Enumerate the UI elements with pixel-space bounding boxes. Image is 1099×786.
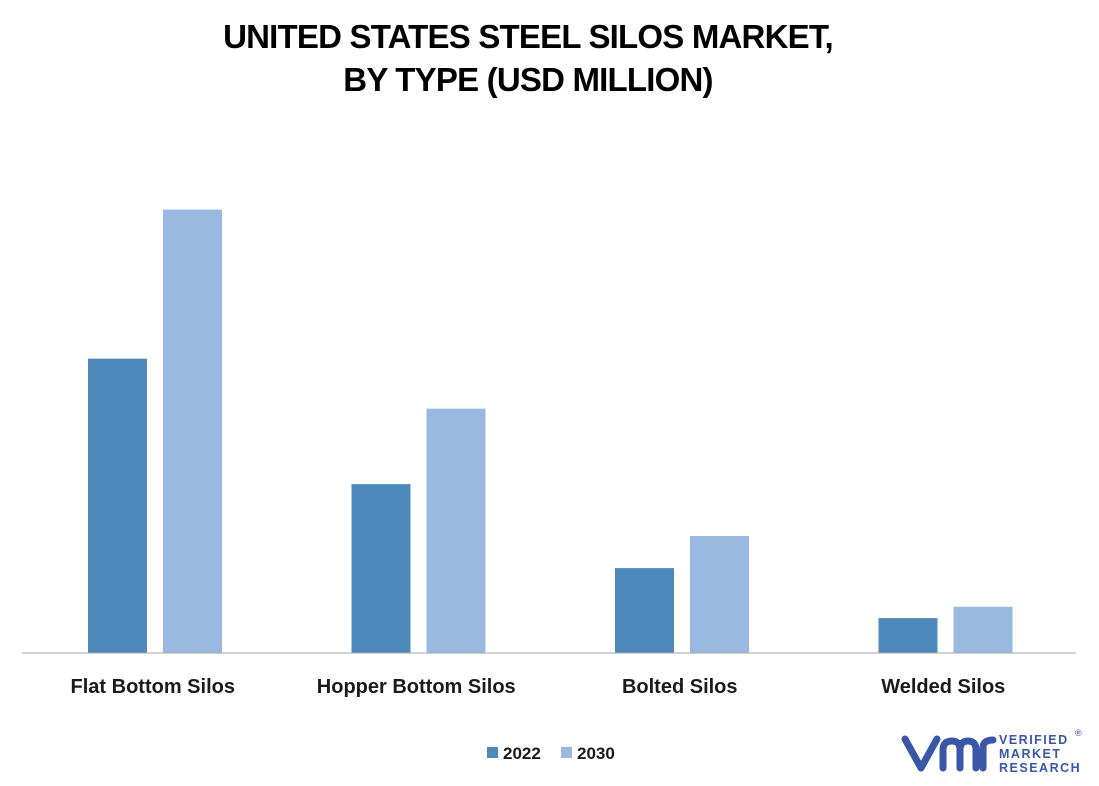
legend-swatch-2030: [561, 747, 572, 758]
bar-hopper-bottom-silos-2030: [426, 408, 486, 653]
logo-line-research: RESEARCH: [999, 761, 1081, 775]
bar-flat-bottom-silos-2022: [88, 358, 147, 653]
vmr-logo-icon: [901, 735, 997, 772]
bar-welded-silos-2022: [878, 618, 938, 653]
logo-line-verified: VERIFIED: [999, 733, 1069, 747]
logo-registered-mark: ®: [1075, 728, 1082, 738]
legend-swatch-2022: [487, 747, 498, 758]
bar-bolted-silos-2022: [615, 568, 674, 653]
chart-title: UNITED STATES STEEL SILOS MARKET, BY TYP…: [223, 18, 834, 98]
category-labels: Flat Bottom Silos Hopper Bottom Silos Bolt…: [71, 676, 1006, 698]
logo-line-market: MARKET: [999, 747, 1061, 761]
category-label: Bolted Silos: [622, 676, 738, 698]
bar-bolted-silos-2030: [690, 536, 749, 653]
category-label: Welded Silos: [881, 676, 1005, 698]
bar-flat-bottom-silos-2030: [163, 209, 222, 654]
category-label: Flat Bottom Silos: [71, 676, 235, 698]
vmr-logo: VERIFIED MARKET RESEARCH ®: [901, 728, 1082, 775]
legend-label-2030: 2030: [577, 744, 615, 763]
legend-label-2022: 2022: [503, 744, 541, 763]
chart-title-line-2: BY TYPE (USD MILLION): [343, 61, 712, 98]
category-label: Hopper Bottom Silos: [317, 676, 516, 698]
bar-welded-silos-2030: [953, 606, 1013, 653]
bar-hopper-bottom-silos-2022: [351, 484, 411, 653]
bars-layer: [88, 209, 1013, 654]
chart-title-line-1: UNITED STATES STEEL SILOS MARKET,: [223, 18, 833, 55]
legend: 2022 2030: [487, 744, 615, 763]
